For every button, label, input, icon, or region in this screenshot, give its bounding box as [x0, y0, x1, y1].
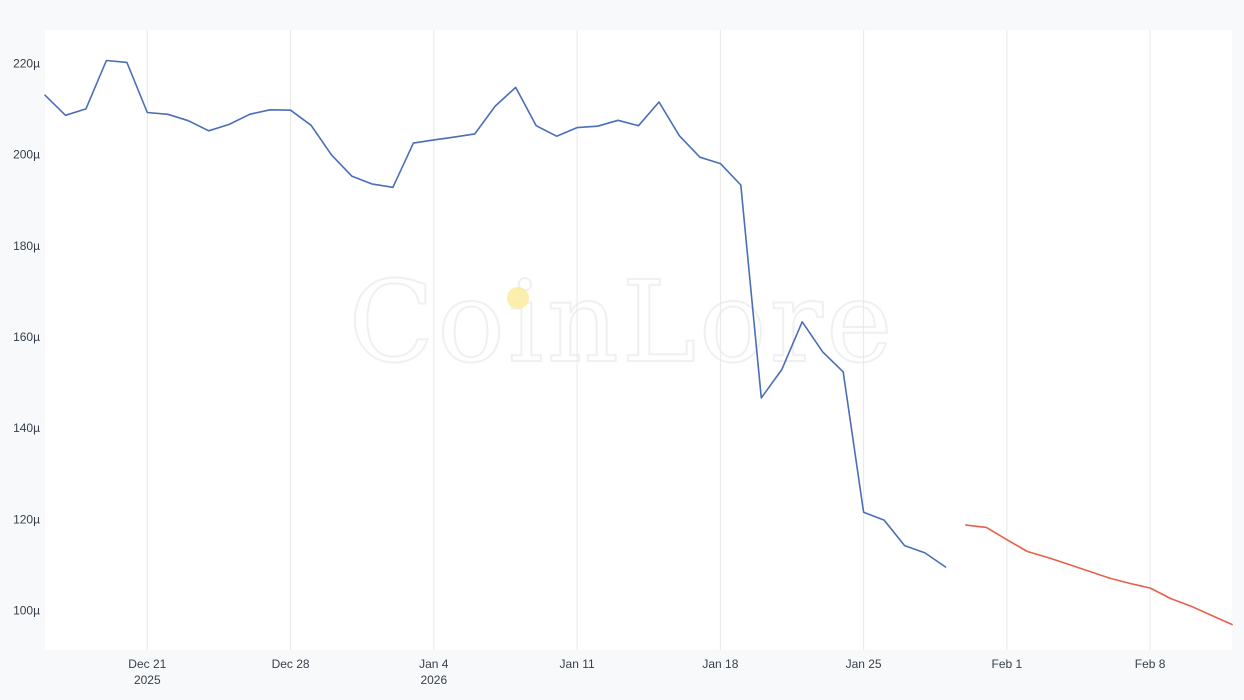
plot-area[interactable] — [45, 30, 1232, 650]
x-axis-tick-label: Jan 11 — [560, 657, 595, 671]
forecast-line-series — [965, 524, 1233, 626]
y-axis-tick-label: 100µ — [13, 604, 40, 618]
x-axis-tick-label: Jan 18 — [702, 657, 738, 671]
x-axis-tick-label: Jan 25 — [846, 657, 882, 671]
y-axis-tick-label: 140µ — [13, 421, 40, 435]
x-axis-tick-label: Feb 8 — [1135, 657, 1166, 671]
y-axis-tick-label: 200µ — [13, 148, 40, 162]
x-axis-tick-label: Jan 4 — [419, 657, 449, 671]
y-axis-tick-label: 160µ — [13, 330, 40, 344]
x-axis-year-label: 2026 — [420, 673, 447, 687]
x-axis-year-label: 2025 — [134, 673, 161, 687]
x-axis-tick-label: Dec 21 — [128, 657, 166, 671]
y-axis-tick-label: 120µ — [13, 512, 40, 526]
x-axis-tick-label: Feb 1 — [992, 657, 1023, 671]
price-line-series — [44, 59, 947, 568]
x-axis-tick-label: Dec 28 — [272, 657, 310, 671]
y-axis-tick-label: 220µ — [13, 57, 40, 71]
y-axis-tick-label: 180µ — [13, 239, 40, 253]
